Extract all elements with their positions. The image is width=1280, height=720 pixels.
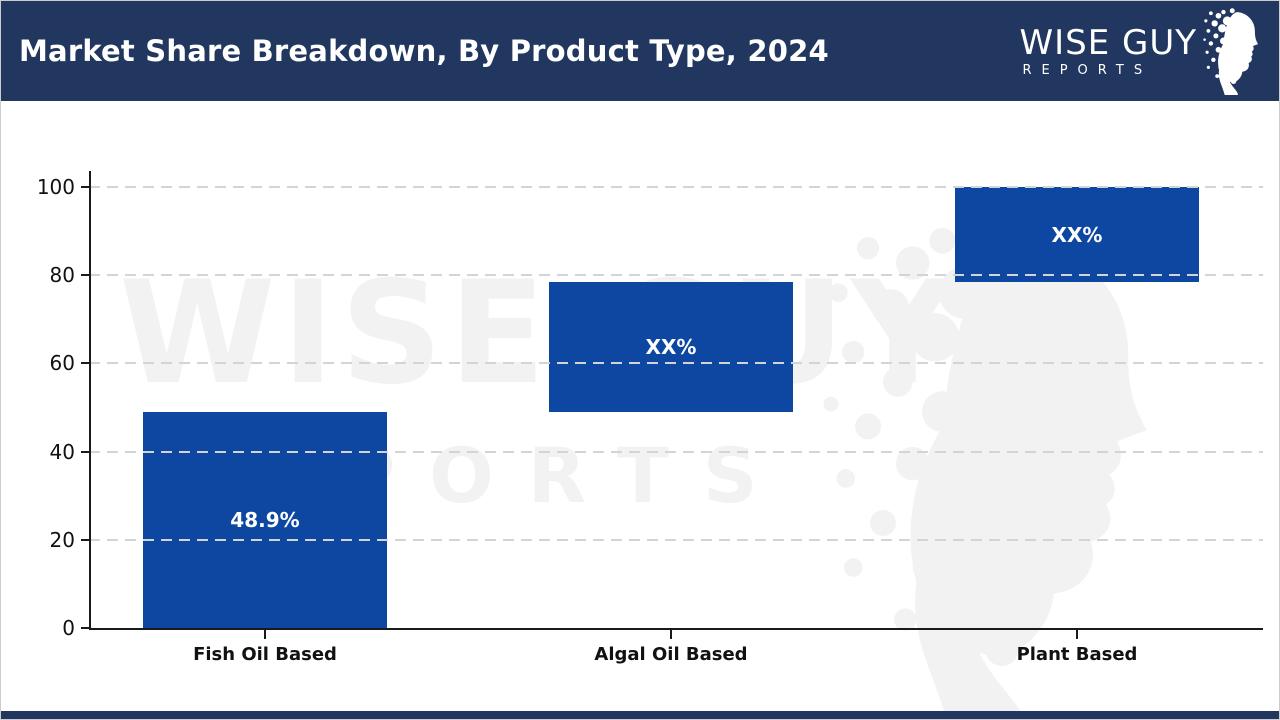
dotted-head-icon	[1203, 8, 1259, 95]
y-gridline	[89, 450, 1263, 453]
y-tick-label: 80	[49, 263, 75, 288]
y-tick-mark	[81, 538, 89, 541]
y-tick-mark	[81, 186, 89, 188]
x-axis-line	[89, 628, 1263, 630]
y-tick-mark	[81, 627, 89, 629]
brand-name: WISE GUY	[1019, 22, 1197, 63]
y-gridline	[89, 274, 1263, 277]
page-title: Market Share Breakdown, By Product Type,…	[19, 34, 829, 68]
y-tick-mark	[81, 274, 89, 277]
x-tick-mark	[670, 630, 672, 639]
y-gridline	[89, 538, 1263, 541]
x-tick-mark	[264, 630, 266, 639]
y-tick-mark	[81, 362, 89, 365]
brand-logo: WISE GUY REPORTS	[1019, 7, 1263, 95]
bar-value-label: XX%	[645, 335, 697, 360]
y-gridline	[89, 186, 1263, 188]
waterfall-bar-segment: XX%	[955, 187, 1199, 283]
x-category-label: Algal Oil Based	[594, 644, 748, 665]
footer-accent-strip	[1, 711, 1279, 719]
x-category-label: Fish Oil Based	[193, 644, 337, 665]
bar-value-label: 48.9%	[230, 508, 300, 533]
y-tick-label: 40	[49, 439, 75, 464]
plot-region: 48.9% XX% XX% 0 20 40 60 80 100 Fish Oil Based Alg…	[1, 101, 1279, 713]
y-tick-label: 20	[49, 527, 75, 552]
x-tick-mark	[1076, 630, 1078, 639]
bar-value-label: XX%	[1051, 222, 1103, 247]
y-tick-label: 0	[62, 616, 75, 640]
x-category-label: Plant Based	[1016, 644, 1138, 665]
chart-area: WISE GUY REPORTS 48.9% XX% XX% 0 20 40 60 80 100…	[1, 101, 1279, 719]
y-tick-label: 100	[36, 175, 75, 199]
header-bar: Market Share Breakdown, By Product Type,…	[1, 1, 1279, 101]
y-tick-mark	[81, 450, 89, 453]
y-tick-label: 60	[49, 351, 75, 376]
waterfall-bar-segment: 48.9%	[143, 412, 387, 628]
brand-subtitle: REPORTS	[1022, 62, 1153, 78]
y-axis-line	[89, 171, 91, 630]
waterfall-bar-segment: XX%	[549, 282, 793, 413]
y-gridline	[89, 362, 1263, 365]
brand-logo-text: WISE GUY REPORTS	[1019, 26, 1197, 77]
